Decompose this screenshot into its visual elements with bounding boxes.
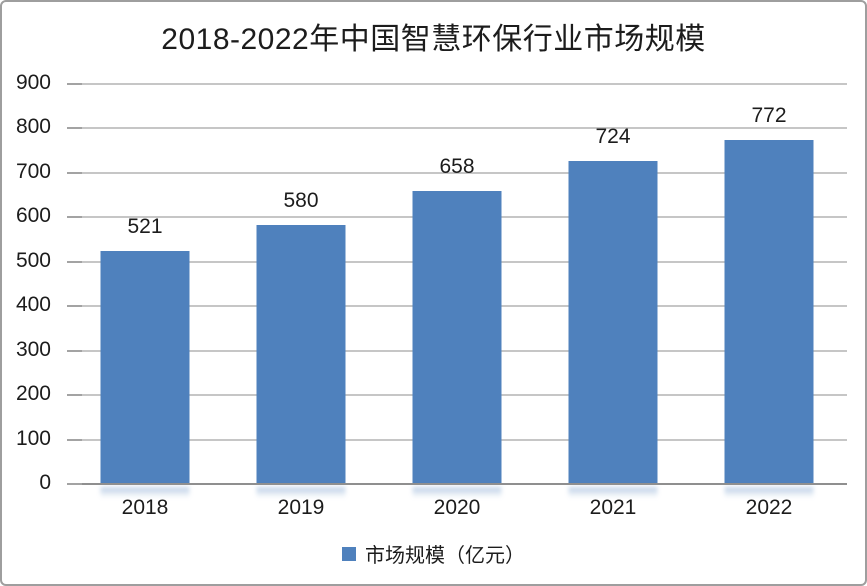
legend-marker-icon [342, 546, 356, 561]
y-tick-mark [67, 171, 82, 174]
y-tick-mark [67, 349, 82, 352]
bar-slot-2018: 521 [67, 83, 223, 498]
y-tick-mark [67, 127, 82, 130]
x-tick-label: 2021 [589, 496, 637, 519]
x-tick-label: 2019 [277, 496, 325, 519]
bar-2020 [412, 190, 502, 483]
y-tick-mark [67, 260, 82, 263]
y-tick-mark [67, 483, 82, 485]
y-tick-mark [67, 83, 82, 85]
bars-layer: 521 580 658 724 772 [67, 83, 847, 498]
bar-2018 [100, 251, 190, 483]
bar-reflection [412, 487, 502, 498]
bar-slot-2022: 772 [691, 83, 847, 498]
x-tick-label: 2020 [433, 496, 481, 519]
bar-slot-2020: 658 [379, 83, 535, 498]
y-tick-label: 500 [15, 248, 51, 272]
y-tick-label: 0 [39, 471, 51, 494]
legend-label: 市场规模（亿元） [365, 545, 525, 567]
bar-value-label: 772 [751, 103, 787, 127]
plot-area: 0 100 200 300 400 500 600 700 800 900 521 580 658 72… [16, 71, 847, 498]
bar-reflection [256, 487, 346, 498]
x-tick-label: 2018 [121, 496, 169, 519]
bar-value-label: 724 [595, 125, 631, 149]
bar-value-label: 658 [439, 154, 475, 178]
chart-title: 2018-2022年中国智慧环保行业市场规模 [161, 23, 706, 56]
bar-2021 [568, 161, 658, 483]
y-tick-label: 100 [15, 426, 51, 450]
legend: 市场规模（亿元） [2, 539, 865, 568]
x-axis-labels: 2018 2019 2020 2021 2022 [67, 496, 847, 520]
y-tick-label: 400 [15, 293, 51, 317]
y-tick-label: 200 [15, 382, 51, 406]
gridline [67, 127, 847, 130]
bar-value-label: 521 [127, 215, 163, 239]
y-tick-label: 700 [15, 159, 51, 183]
bar-reflection [568, 487, 658, 498]
y-tick-mark [67, 438, 82, 441]
bar-2022 [724, 139, 814, 483]
bar-reflection [100, 487, 190, 498]
x-tick-label: 2022 [745, 496, 793, 519]
gridline [67, 171, 847, 174]
y-tick-label: 800 [15, 115, 51, 139]
y-tick-mark [67, 216, 82, 219]
y-tick-mark [67, 394, 82, 397]
y-tick-mark [67, 305, 82, 308]
y-tick-label: 300 [15, 337, 51, 361]
x-axis-line [67, 483, 847, 485]
bar-2019 [256, 225, 346, 483]
y-tick-label: 900 [15, 71, 51, 94]
gridline [67, 83, 847, 85]
bar-slot-2019: 580 [223, 83, 379, 498]
bar-slot-2021: 724 [535, 83, 691, 498]
bar-value-label: 580 [283, 189, 319, 213]
y-tick-label: 600 [15, 204, 51, 228]
bar-reflection [724, 487, 814, 498]
